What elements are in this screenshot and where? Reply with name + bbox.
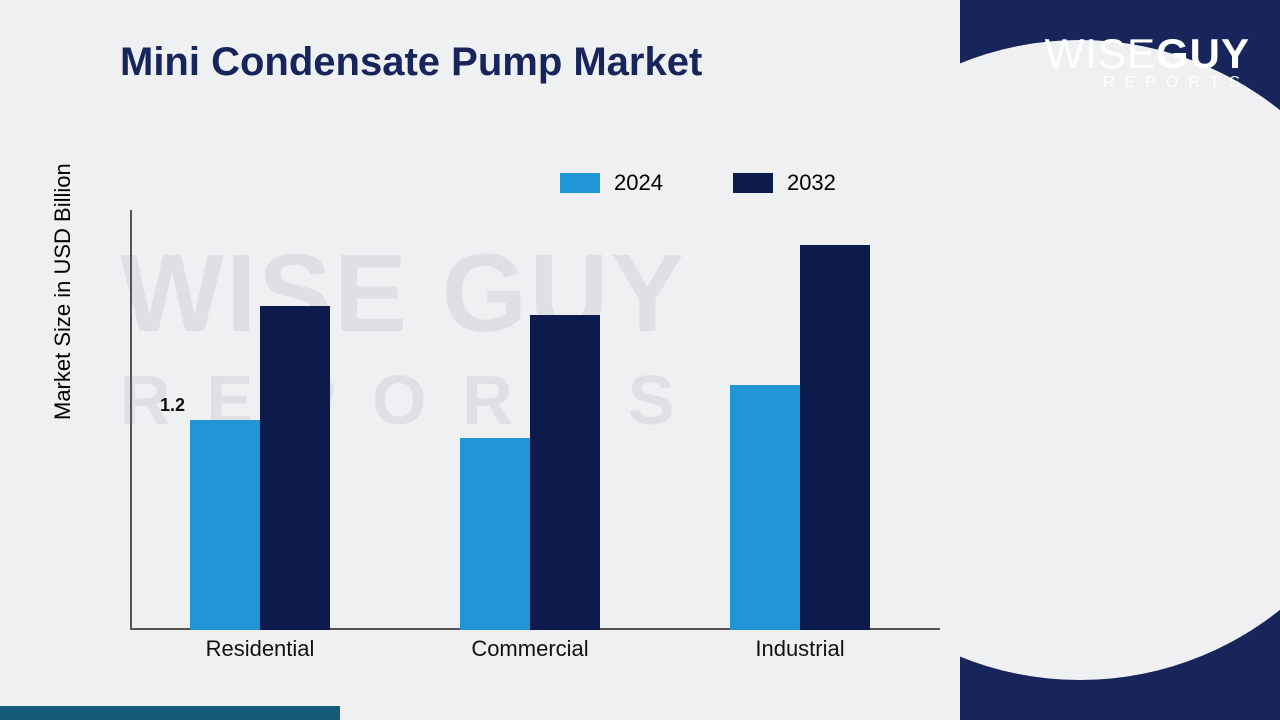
bar — [190, 420, 260, 630]
legend-label-0: 2024 — [614, 170, 663, 196]
brand-word1: WISE — [1045, 30, 1156, 77]
brand-word2: GUY — [1156, 30, 1250, 77]
bar — [460, 438, 530, 631]
legend-swatch-1 — [733, 173, 773, 193]
bar — [530, 315, 600, 630]
chart-title: Mini Condensate Pump Market — [120, 40, 702, 85]
y-axis-label: Market Size in USD Billion — [50, 163, 76, 420]
chart-canvas: WISEGUY REPORTS Mini Condensate Pump Mar… — [0, 0, 1280, 720]
bar — [260, 306, 330, 630]
brand-logo: WISEGUY REPORTS — [1045, 30, 1250, 92]
bar-group — [190, 306, 330, 630]
legend-item-1: 2032 — [733, 170, 836, 196]
bottom-accent-bar — [0, 706, 340, 720]
category-label: Residential — [190, 636, 330, 662]
brand-line1: WISEGUY — [1045, 30, 1250, 78]
bar-group — [460, 315, 600, 630]
category-label: Industrial — [730, 636, 870, 662]
y-axis-line — [130, 210, 132, 630]
bar — [800, 245, 870, 630]
legend-label-1: 2032 — [787, 170, 836, 196]
legend: 2024 2032 — [560, 170, 836, 196]
category-label: Commercial — [460, 636, 600, 662]
bar-value-label: 1.2 — [160, 395, 185, 416]
legend-item-0: 2024 — [560, 170, 663, 196]
bar-group — [730, 245, 870, 630]
legend-swatch-0 — [560, 173, 600, 193]
bar — [730, 385, 800, 630]
plot-area: 1.2ResidentialCommercialIndustrial — [130, 210, 940, 630]
